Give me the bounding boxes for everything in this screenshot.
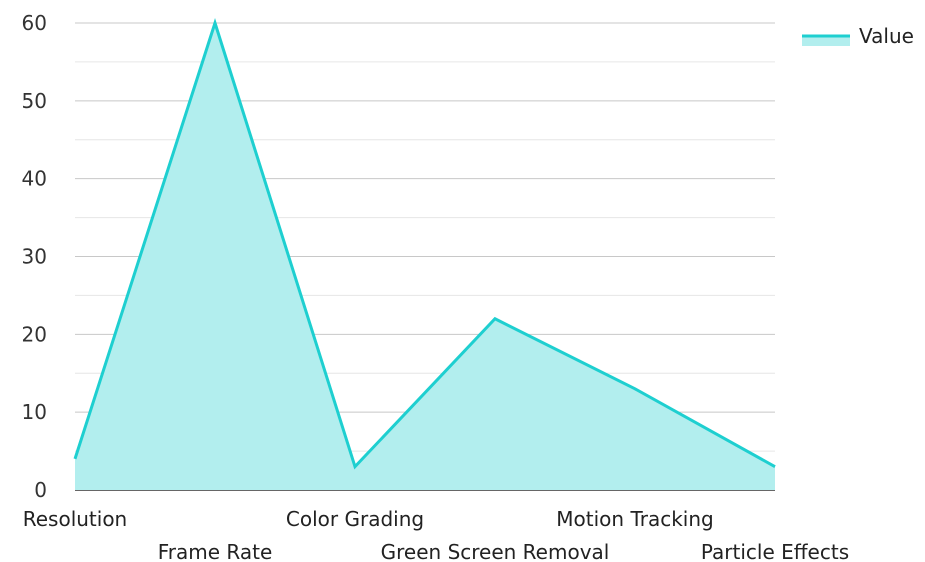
x-axis: Resolution Frame Rate Color Grading Green S… <box>23 507 849 562</box>
x-tick-label: Particle Effects <box>701 540 849 562</box>
legend-label: Value <box>859 24 914 48</box>
x-tick-label: Resolution <box>23 507 128 531</box>
x-tick-label: Color Grading <box>286 507 424 531</box>
y-tick-label: 20 <box>22 322 47 346</box>
x-tick-label: Green Screen Removal <box>381 540 610 562</box>
legend: Value <box>802 24 914 48</box>
y-tick-label: 30 <box>22 245 47 269</box>
x-tick-label: Motion Tracking <box>556 507 713 531</box>
y-tick-label: 60 <box>22 11 47 35</box>
x-tick-label: Frame Rate <box>158 540 273 562</box>
y-axis: 0 10 20 30 40 50 60 <box>22 11 47 502</box>
y-tick-label: 40 <box>22 167 47 191</box>
y-tick-label: 10 <box>22 400 47 424</box>
y-tick-label: 50 <box>22 89 47 113</box>
y-tick-label: 0 <box>34 478 47 502</box>
